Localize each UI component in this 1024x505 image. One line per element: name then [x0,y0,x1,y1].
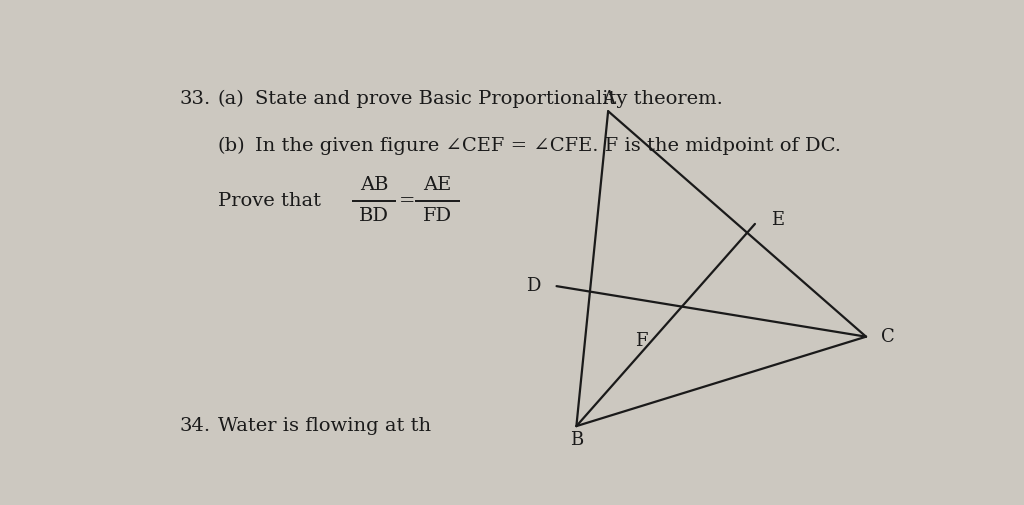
Text: E: E [771,211,783,229]
Text: C: C [882,328,895,346]
Text: AE: AE [423,176,452,194]
Text: BD: BD [359,207,389,225]
Text: D: D [525,277,540,295]
Text: State and prove Basic Proportionality theorem.: State and prove Basic Proportionality th… [255,90,723,109]
Text: =: = [399,191,416,210]
Text: 34.: 34. [179,417,211,435]
Text: B: B [569,431,583,449]
Text: F: F [635,332,648,349]
Text: In the given figure ∠CEF = ∠CFE. F is the midpoint of DC.: In the given figure ∠CEF = ∠CFE. F is th… [255,137,841,155]
Text: (b): (b) [218,137,246,155]
Text: Prove that: Prove that [218,191,321,210]
Text: FD: FD [423,207,452,225]
Text: Water is flowing at th: Water is flowing at th [218,417,431,435]
Text: (a): (a) [218,90,245,109]
Text: 33.: 33. [179,90,211,109]
Text: AB: AB [359,176,388,194]
Text: A: A [602,90,614,109]
